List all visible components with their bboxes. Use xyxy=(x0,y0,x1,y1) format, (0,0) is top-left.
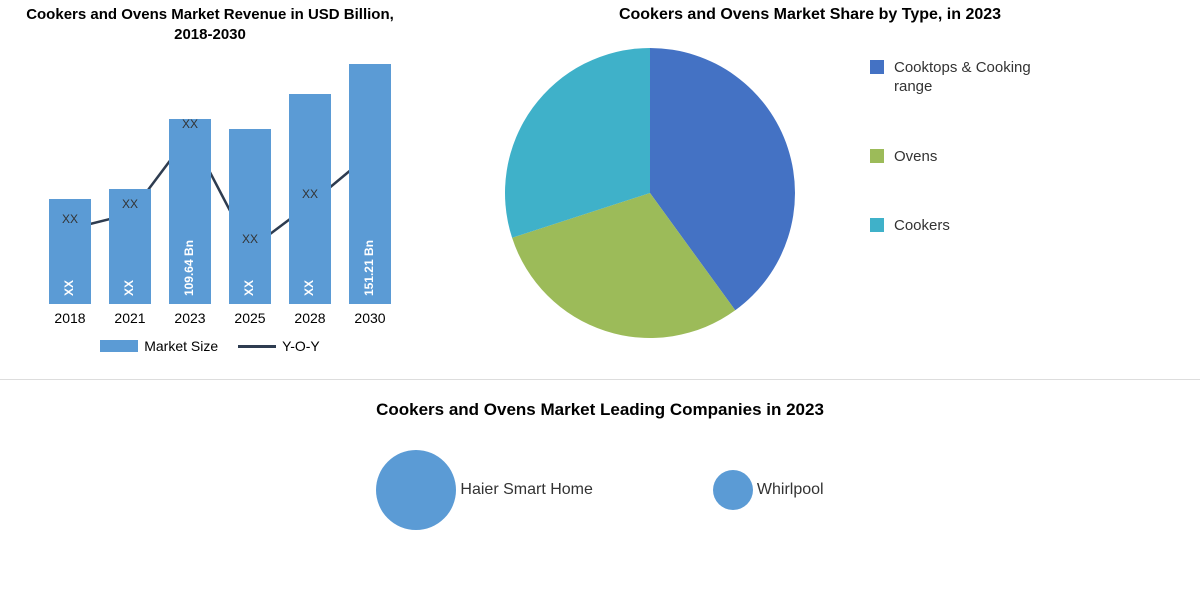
pie-legend: Cooktops & Cooking range Ovens Cookers xyxy=(870,58,1050,286)
bar-legend: Market Size Y-O-Y xyxy=(20,338,400,354)
line-point-label: XX xyxy=(62,212,78,226)
pie-legend-item: Ovens xyxy=(870,147,1050,167)
pie-chart-panel: Cookers and Ovens Market Share by Type, … xyxy=(420,0,1200,379)
line-point-label: XX xyxy=(122,197,138,211)
pie-legend-swatch xyxy=(870,149,884,163)
pie-legend-item: Cooktops & Cooking range xyxy=(870,58,1050,97)
pie-legend-label: Cookers xyxy=(894,216,950,236)
bar: 109.64 Bn xyxy=(169,119,211,304)
yoy-line xyxy=(40,54,400,304)
bar-value-label: XX xyxy=(122,280,136,296)
legend-line-swatch xyxy=(238,345,276,348)
companies-panel: Cookers and Ovens Market Leading Compani… xyxy=(0,380,1200,550)
pie-legend-label: Cooktops & Cooking range xyxy=(894,58,1050,97)
bubble-chart: Haier Smart Home Whirlpool xyxy=(40,450,1160,530)
pie-legend-item: Cookers xyxy=(870,216,1050,236)
legend-market-size-label: Market Size xyxy=(144,338,218,354)
pie-chart xyxy=(490,38,810,348)
x-axis-label: 2028 xyxy=(280,310,340,326)
bar-chart-area: XX XX 109.64 Bn XX XX 151.21 Bn XX XX XX XX XX xyxy=(40,54,400,304)
bar-value-label: 109.64 Bn xyxy=(182,240,196,296)
x-axis-label: 2023 xyxy=(160,310,220,326)
x-axis-label: 2021 xyxy=(100,310,160,326)
line-point-label: XX xyxy=(302,187,318,201)
line-point-label: XX xyxy=(182,117,198,131)
x-axis-label: 2025 xyxy=(220,310,280,326)
legend-yoy-label: Y-O-Y xyxy=(282,338,320,354)
pie-legend-swatch xyxy=(870,218,884,232)
x-axis-label: 2030 xyxy=(340,310,400,326)
bubble-item: Haier Smart Home xyxy=(376,450,592,530)
companies-title: Cookers and Ovens Market Leading Compani… xyxy=(40,400,1160,420)
legend-bar-swatch xyxy=(100,340,138,352)
bar-value-label: XX xyxy=(302,280,316,296)
x-axis-label: 2018 xyxy=(40,310,100,326)
legend-market-size: Market Size xyxy=(100,338,218,354)
pie-legend-swatch xyxy=(870,60,884,74)
bar-value-label: 151.21 Bn xyxy=(362,240,376,296)
bar: 151.21 Bn xyxy=(349,64,391,304)
pie-chart-title: Cookers and Ovens Market Share by Type, … xyxy=(430,5,1190,26)
legend-yoy: Y-O-Y xyxy=(238,338,320,354)
company-bubble xyxy=(376,450,456,530)
line-point-label: XX xyxy=(242,232,258,246)
company-label: Haier Smart Home xyxy=(460,481,592,499)
company-bubble xyxy=(713,470,753,510)
bubble-item: Whirlpool xyxy=(713,470,824,510)
pie-legend-label: Ovens xyxy=(894,147,937,167)
bar-chart-title: Cookers and Ovens Market Revenue in USD … xyxy=(20,5,400,44)
bar-value-label: XX xyxy=(242,280,256,296)
bar-value-label: XX xyxy=(62,280,76,296)
bar-x-axis: 201820212023202520282030 xyxy=(40,310,400,326)
company-label: Whirlpool xyxy=(757,481,824,499)
bar-chart-panel: Cookers and Ovens Market Revenue in USD … xyxy=(0,0,420,379)
bar: XX xyxy=(229,129,271,304)
